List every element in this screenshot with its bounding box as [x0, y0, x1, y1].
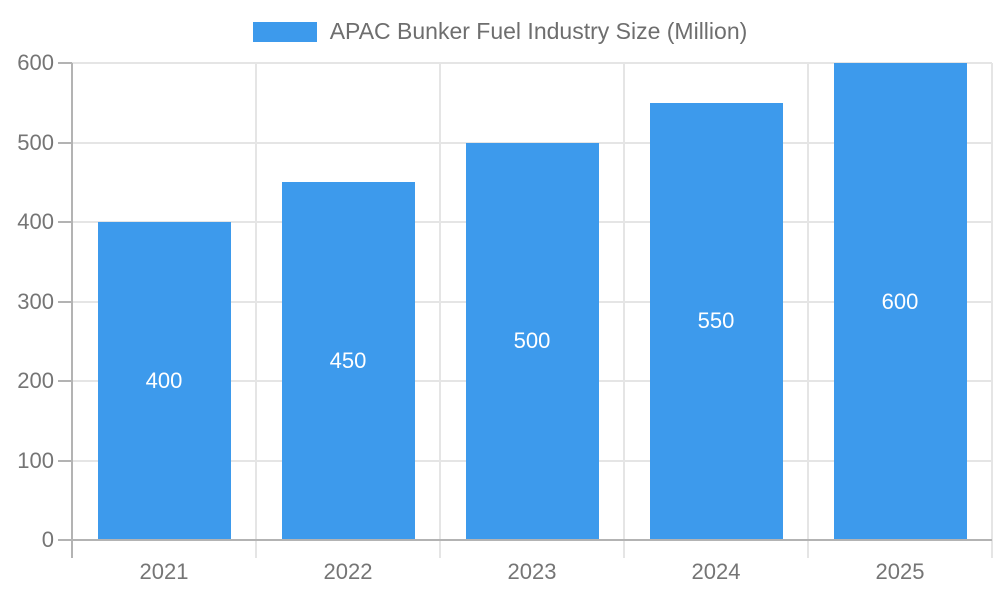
y-axis-tick-500 — [58, 141, 72, 144]
x-axis-tick-5 — [991, 540, 993, 558]
x-axis-line — [72, 539, 992, 541]
x-gridline-1 — [255, 63, 257, 540]
y-axis-tick-0 — [58, 539, 72, 541]
y-axis-label-200: 200 — [17, 368, 54, 393]
bar-value-label-2021: 400 — [145, 368, 183, 393]
x-axis-label-2024: 2024 — [691, 559, 741, 584]
y-axis-tick-400 — [58, 221, 72, 223]
y-axis-label-0: 0 — [41, 527, 54, 552]
x-axis-tick-2 — [439, 540, 441, 558]
x-gridline-4 — [807, 63, 809, 540]
bar-2022[interactable]: 450 — [281, 182, 415, 540]
x-gridline-3 — [623, 63, 625, 540]
bar-2025[interactable]: 600 — [833, 63, 967, 540]
x-axis-label-2022: 2022 — [323, 559, 373, 584]
bar-2021[interactable]: 400 — [97, 222, 231, 540]
y-axis-label-600: 600 — [17, 50, 54, 75]
bar-value-label-2022: 450 — [329, 348, 367, 374]
y-axis-line — [71, 63, 73, 558]
bar-value-label-2023: 500 — [513, 328, 551, 354]
legend-color-swatch — [252, 21, 317, 42]
y-axis-label-100: 100 — [17, 447, 54, 473]
legend-item-series[interactable]: APAC Bunker Fuel Industry Size (Million) — [252, 18, 748, 45]
y-axis-label-300: 300 — [17, 288, 54, 314]
legend-series-label: APAC Bunker Fuel Industry Size (Million) — [329, 18, 748, 44]
y-axis-tick-300 — [58, 300, 72, 303]
y-gridline-600 — [72, 62, 992, 64]
chart-legend: APAC Bunker Fuel Industry Size (Million) — [0, 18, 1000, 45]
x-axis-tick-3 — [623, 540, 625, 558]
y-axis-tick-200 — [58, 380, 72, 382]
bar-value-label-2025: 600 — [881, 288, 919, 314]
bar-2023[interactable]: 500 — [465, 142, 599, 540]
x-gridline-5 — [991, 63, 993, 540]
y-axis-tick-600 — [58, 62, 72, 64]
x-axis-tick-1 — [255, 540, 257, 558]
y-axis-tick-100 — [58, 459, 72, 462]
y-axis-label-500: 500 — [17, 129, 54, 155]
y-axis-label-400: 400 — [17, 209, 54, 234]
x-gridline-2 — [439, 63, 441, 540]
x-axis-tick-4 — [807, 540, 809, 558]
x-axis-label-2025: 2025 — [875, 559, 925, 584]
bar-2024[interactable]: 550 — [649, 102, 783, 540]
x-axis-label-2023: 2023 — [507, 559, 557, 584]
x-axis-label-2021: 2021 — [139, 559, 189, 584]
bar-value-label-2024: 550 — [697, 308, 735, 334]
